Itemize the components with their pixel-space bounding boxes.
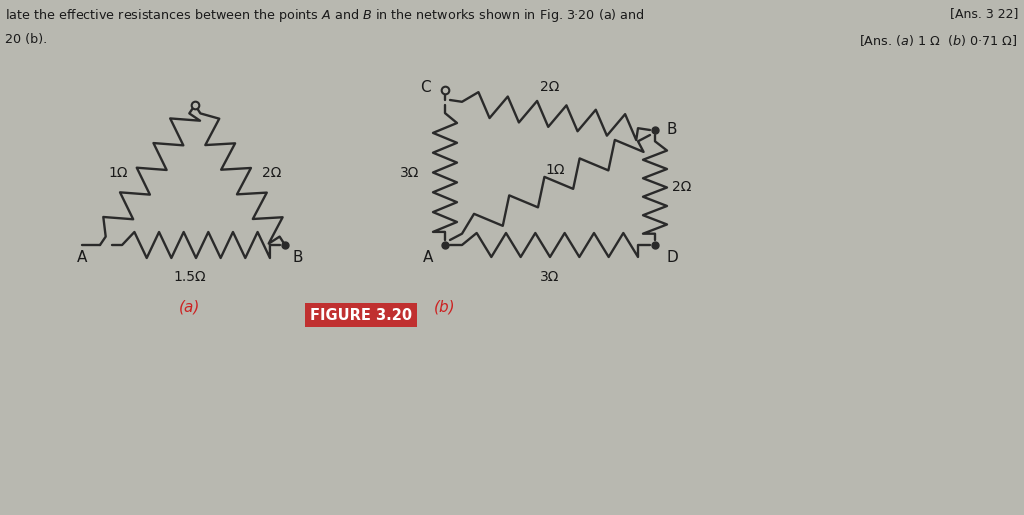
Text: 1.5Ω: 1.5Ω [174,270,206,284]
Text: A: A [77,249,87,265]
Text: 20 (b).: 20 (b). [5,33,47,46]
Text: D: D [667,249,678,265]
Text: B: B [293,249,303,265]
Text: [Ans. 3 22]: [Ans. 3 22] [949,7,1018,20]
Text: A: A [423,249,433,265]
Text: (b): (b) [434,300,456,315]
Text: C: C [420,79,430,94]
Text: 3Ω: 3Ω [541,270,560,284]
Text: B: B [667,123,677,138]
Text: (a): (a) [179,300,201,315]
Text: 2Ω: 2Ω [541,80,560,94]
Text: 2Ω: 2Ω [262,166,282,180]
Text: late the effective resistances between the points $A$ and $B$ in the networks sh: late the effective resistances between t… [5,7,645,24]
Text: 1Ω: 1Ω [545,163,565,177]
Text: FIGURE 3.20: FIGURE 3.20 [310,307,412,322]
Text: 1Ω: 1Ω [109,166,128,180]
Text: 2Ω: 2Ω [673,180,691,194]
Text: [Ans. ($a$) 1 Ω  ($b$) 0·71 Ω]: [Ans. ($a$) 1 Ω ($b$) 0·71 Ω] [859,33,1018,48]
Text: 3Ω: 3Ω [400,166,420,180]
